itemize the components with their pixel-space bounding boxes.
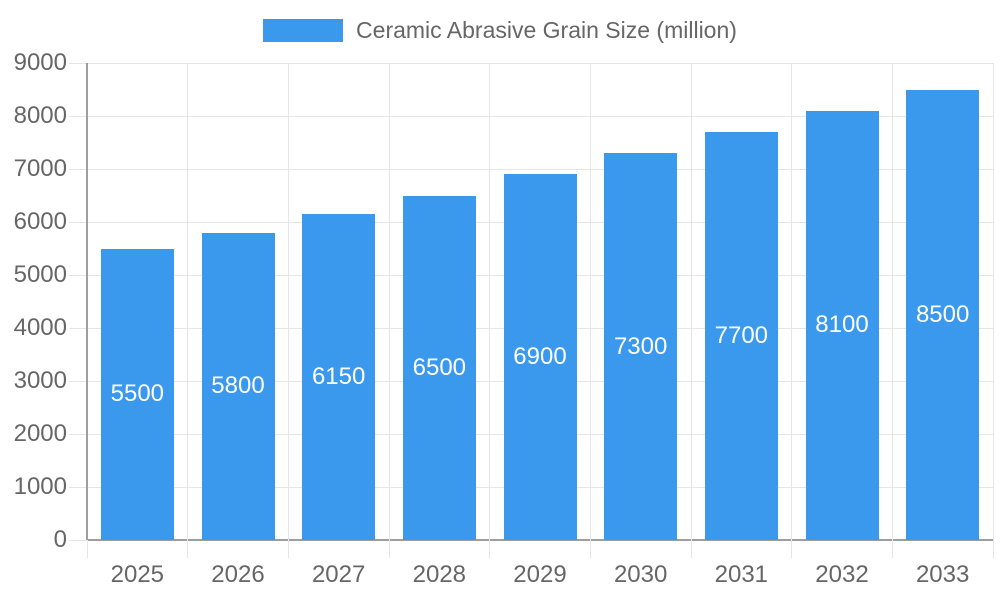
- bar-value-label: 8100: [815, 311, 869, 339]
- bar-2031[interactable]: 7700: [704, 131, 778, 540]
- y-axis-tick: [69, 115, 87, 117]
- y-axis-tick: [69, 327, 87, 329]
- vertical-gridline: [388, 63, 390, 558]
- bar-value-label: 6500: [412, 353, 467, 381]
- bar-2030[interactable]: 7300: [604, 153, 678, 540]
- x-axis-tick-label: 2032: [815, 561, 869, 588]
- y-axis-tick-label: 3000: [13, 367, 67, 394]
- x-axis-tick-label: 2028: [412, 561, 467, 588]
- y-axis-tick: [69, 221, 87, 223]
- x-axis-tick: [86, 540, 88, 558]
- y-axis-tick: [69, 539, 87, 541]
- y-axis-line: [86, 63, 88, 540]
- legend-color-swatch: [263, 19, 344, 42]
- bar-2029[interactable]: 6900: [503, 174, 577, 540]
- vertical-gridline: [992, 63, 994, 558]
- y-axis-tick-label: 0: [53, 526, 67, 553]
- bar-value-label: 6900: [513, 343, 567, 371]
- bar-value-label: 7700: [714, 321, 769, 349]
- y-axis-tick-label: 5000: [13, 261, 67, 288]
- x-axis-tick-label: 2027: [311, 561, 366, 588]
- x-axis-tick-label: 2029: [513, 561, 567, 588]
- y-axis-tick: [69, 62, 87, 64]
- y-axis-tick: [69, 380, 87, 382]
- y-axis-tick-label: 2000: [13, 420, 67, 447]
- horizontal-gridline: [87, 168, 993, 170]
- y-axis-tick-label: 1000: [13, 473, 67, 500]
- vertical-gridline: [589, 63, 591, 558]
- x-axis-tick-label: 2026: [211, 561, 265, 588]
- y-axis-tick-label: 6000: [13, 208, 67, 235]
- vertical-gridline: [891, 63, 893, 558]
- x-axis-tick-label: 2031: [714, 561, 769, 588]
- bar-2027[interactable]: 6150: [302, 214, 376, 540]
- x-axis-tick-label: 2033: [915, 561, 970, 588]
- vertical-gridline: [489, 63, 491, 558]
- y-axis-tick-label: 7000: [13, 155, 67, 182]
- bar-2033[interactable]: 8500: [906, 89, 980, 540]
- x-axis-line: [87, 539, 993, 541]
- x-axis-tick-label: 2030: [613, 561, 668, 588]
- horizontal-gridline: [87, 62, 993, 64]
- bar-2028[interactable]: 6500: [402, 195, 476, 540]
- legend-series-label: Ceramic Abrasive Grain Size (million): [356, 17, 737, 43]
- legend-item-series[interactable]: Ceramic Abrasive Grain Size (million): [263, 17, 737, 44]
- bar-2032[interactable]: 8100: [805, 110, 879, 540]
- horizontal-gridline: [87, 115, 993, 117]
- bar-value-label: 5500: [110, 380, 165, 408]
- bar-value-label: 6150: [311, 363, 366, 391]
- y-axis-tick-label: 4000: [13, 314, 67, 341]
- y-axis-tick: [69, 274, 87, 276]
- y-axis-tick-label: 8000: [13, 102, 67, 129]
- vertical-gridline: [791, 63, 793, 558]
- bar-value-label: 5800: [211, 372, 265, 400]
- y-axis-tick: [69, 433, 87, 435]
- vertical-gridline: [690, 63, 692, 558]
- x-axis-tick-label: 2025: [110, 561, 165, 588]
- vertical-gridline: [287, 63, 289, 558]
- y-axis-tick: [69, 168, 87, 170]
- bar-value-label: 8500: [915, 300, 970, 328]
- y-axis-tick: [69, 486, 87, 488]
- bar-2026[interactable]: 5800: [201, 232, 275, 540]
- vertical-gridline: [187, 63, 189, 558]
- bar-value-label: 7300: [613, 332, 668, 360]
- bar-2025[interactable]: 5500: [100, 248, 174, 540]
- chart-legend: Ceramic Abrasive Grain Size (million): [0, 17, 1000, 44]
- y-axis-tick-label: 9000: [13, 49, 67, 76]
